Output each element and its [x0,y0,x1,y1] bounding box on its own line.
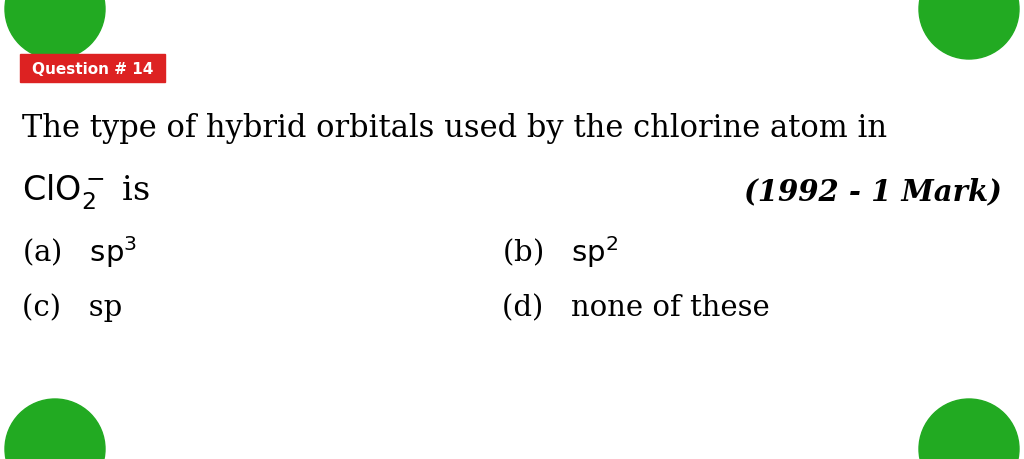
FancyBboxPatch shape [20,55,165,83]
Text: $\mathrm{ClO_2^-}$ is: $\mathrm{ClO_2^-}$ is [22,172,150,211]
Text: Question # 14: Question # 14 [32,62,154,76]
Text: (b)   $\mathrm{sp^2}$: (b) $\mathrm{sp^2}$ [502,234,617,269]
Text: (a)   $\mathrm{sp^3}$: (a) $\mathrm{sp^3}$ [22,234,137,269]
Text: (d)   none of these: (d) none of these [502,293,770,321]
Text: The type of hybrid orbitals used by the chlorine atom in: The type of hybrid orbitals used by the … [22,112,887,143]
Circle shape [919,399,1019,459]
Text: (1992 - 1 Mark): (1992 - 1 Mark) [744,177,1002,206]
Circle shape [5,0,105,60]
Circle shape [5,399,105,459]
Circle shape [919,0,1019,60]
Text: (c)   sp: (c) sp [22,293,122,322]
